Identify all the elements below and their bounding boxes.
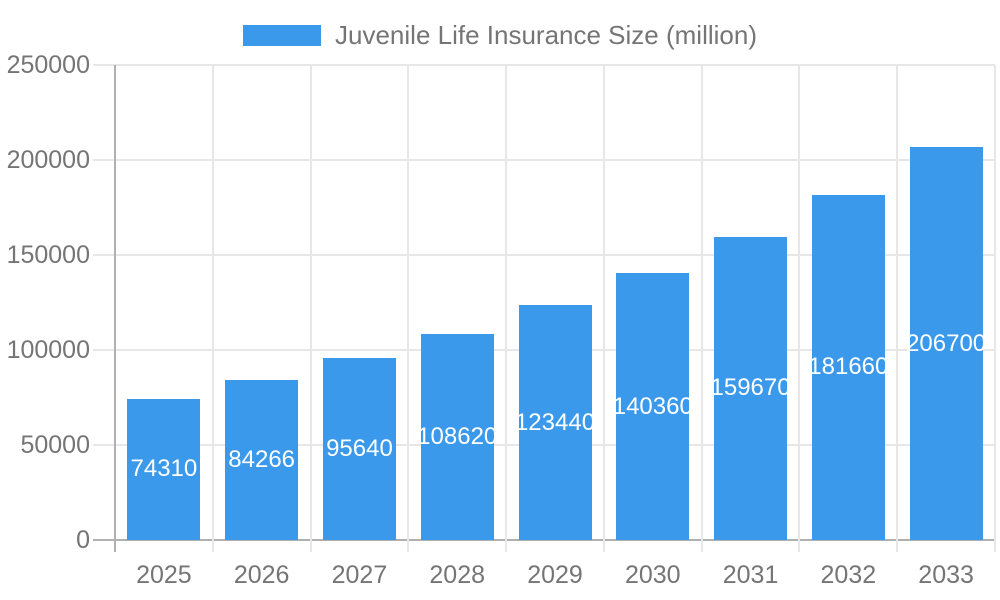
bar-value-label: 95640	[326, 435, 393, 463]
x-tick-label: 2032	[820, 561, 877, 589]
x-tick-label: 2025	[136, 561, 192, 589]
bar-2032	[811, 194, 885, 540]
bar-2029	[518, 305, 592, 540]
y-tick-label: 250000	[6, 51, 90, 79]
y-gridline	[93, 254, 995, 256]
y-tick-label: 50000	[20, 431, 90, 459]
bar-value-label: 123440	[514, 408, 596, 436]
x-gridline	[798, 65, 801, 552]
x-gridline	[505, 65, 508, 552]
y-tick-label: 150000	[6, 241, 90, 269]
x-tick-label: 2026	[233, 561, 290, 589]
bar-value-label: 181660	[808, 353, 889, 381]
x-gridline	[309, 65, 312, 552]
bar-value-label: 74310	[130, 455, 198, 483]
x-tick-label: 2031	[722, 561, 779, 589]
y-tick-label: 200000	[6, 146, 90, 174]
bar-value-label: 108620	[417, 422, 498, 450]
x-tick-label: 2027	[331, 561, 388, 589]
bar-2026	[225, 379, 299, 540]
y-tick-label: 0	[76, 526, 90, 554]
y-tick-label: 100000	[6, 336, 90, 364]
y-gridline	[93, 159, 995, 161]
bar-2033	[909, 147, 983, 540]
legend-label: Juvenile Life Insurance Size (million)	[335, 19, 757, 50]
x-gridline	[211, 65, 214, 552]
x-tick-label: 2033	[918, 561, 974, 589]
y-axis-line	[114, 65, 116, 552]
x-gridline	[896, 65, 899, 552]
legend-swatch-icon	[243, 24, 322, 46]
y-gridline	[93, 64, 995, 66]
legend[interactable]: Juvenile Life Insurance Size (million)	[0, 20, 1000, 50]
bar-2031	[714, 236, 788, 540]
bar-2027	[322, 358, 396, 540]
bar-2030	[616, 273, 690, 540]
bar-value-label: 159670	[710, 374, 791, 402]
x-tick-label: 2029	[527, 561, 583, 589]
x-gridline	[994, 65, 996, 552]
bar-value-label: 84266	[228, 445, 296, 473]
x-tick-label: 2030	[624, 561, 681, 589]
x-axis-line	[93, 539, 995, 541]
x-gridline	[407, 65, 410, 552]
x-tick-label: 2028	[429, 561, 486, 589]
bar-2025	[127, 398, 201, 540]
x-gridline	[700, 65, 703, 552]
x-gridline	[602, 65, 605, 552]
bar-value-label: 206700	[906, 329, 987, 357]
bar-value-label: 140360	[612, 392, 693, 420]
bar-2028	[420, 333, 494, 540]
